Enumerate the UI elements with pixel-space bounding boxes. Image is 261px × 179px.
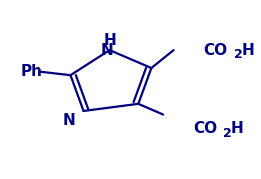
- Text: H: H: [241, 43, 254, 58]
- Text: CO: CO: [193, 121, 217, 136]
- Text: 2: 2: [234, 48, 242, 61]
- Text: Ph: Ph: [21, 64, 43, 79]
- Text: CO: CO: [204, 43, 228, 58]
- Text: N: N: [101, 43, 113, 58]
- Text: H: H: [103, 33, 116, 48]
- Text: 2: 2: [223, 127, 232, 140]
- Text: H: H: [231, 121, 244, 136]
- Text: N: N: [63, 113, 75, 128]
